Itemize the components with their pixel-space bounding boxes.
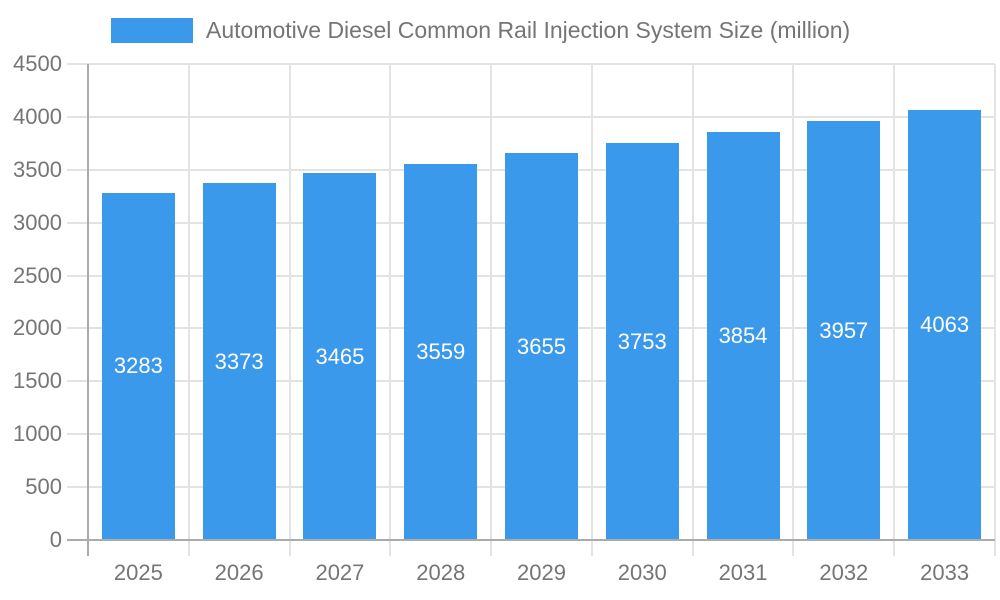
bar-value-label: 3283	[113, 353, 163, 379]
y-tick-label: 1500	[13, 368, 62, 394]
v-gridline	[994, 64, 996, 556]
y-axis-labels: 0 500 1000 1500 2000 2500 3000 3500 4000 4500	[0, 0, 62, 600]
v-gridline	[288, 64, 291, 556]
bar-value-label: 3373	[214, 348, 264, 374]
bar: 3854	[706, 132, 780, 540]
x-tick-label: 2029	[517, 560, 566, 585]
x-tick-label: 2027	[315, 560, 365, 585]
v-gridline	[590, 64, 593, 556]
y-tick-label: 4500	[13, 51, 62, 76]
x-tick-label: 2030	[617, 560, 667, 585]
legend-swatch	[111, 18, 193, 43]
x-axis-line	[67, 539, 995, 541]
y-tick-label: 2000	[13, 315, 62, 341]
bar: 3655	[505, 153, 578, 540]
y-tick-label: 2500	[13, 262, 62, 288]
x-tick-label: 2028	[416, 560, 466, 585]
h-gridline	[67, 63, 995, 65]
plot-area: 3283 3373 3465 3559 3655 3753 3854 3957 4063	[67, 63, 996, 556]
h-gridline	[67, 115, 995, 118]
bar: 3559	[404, 163, 478, 540]
y-tick-label: 4000	[13, 103, 62, 129]
v-gridline	[490, 64, 493, 556]
bar-value-label: 3465	[315, 343, 365, 369]
bar-value-label: 3753	[617, 328, 667, 354]
v-gridline	[187, 64, 190, 556]
y-tick-label: 3500	[13, 156, 62, 182]
y-tick-label: 0	[49, 527, 62, 552]
y-tick-label: 3000	[13, 209, 62, 235]
y-tick-label: 500	[25, 474, 62, 500]
x-tick-label: 2033	[920, 560, 970, 585]
legend-label: Automotive Diesel Common Rail Injection …	[206, 17, 851, 43]
v-gridline	[389, 64, 392, 556]
v-gridline	[691, 64, 694, 556]
x-axis-labels: 2025 2026 2027 2028 2029 2030 2031 2032 2033	[0, 560, 1000, 590]
x-tick-label: 2031	[718, 560, 768, 585]
bar: 3957	[807, 121, 881, 540]
bar: 3373	[202, 183, 276, 540]
bar: 3465	[303, 173, 377, 540]
x-tick-label: 2032	[819, 560, 869, 585]
y-tick-label: 1000	[13, 421, 62, 447]
bar-value-label: 4063	[920, 312, 970, 338]
bar-value-label: 3559	[416, 338, 466, 364]
x-tick-label: 2026	[214, 560, 264, 585]
v-gridline	[893, 64, 896, 556]
bar: 3753	[605, 143, 679, 540]
v-gridline	[792, 64, 795, 556]
bar: 3283	[101, 192, 175, 540]
bar-value-label: 3655	[517, 333, 566, 359]
legend-item[interactable]: Automotive Diesel Common Rail Injection …	[111, 17, 851, 43]
bar: 4063	[908, 110, 982, 540]
y-axis-line	[87, 64, 89, 556]
bar-value-label: 3957	[819, 317, 869, 343]
x-tick-label: 2025	[113, 560, 163, 585]
bar-value-label: 3854	[718, 323, 768, 349]
